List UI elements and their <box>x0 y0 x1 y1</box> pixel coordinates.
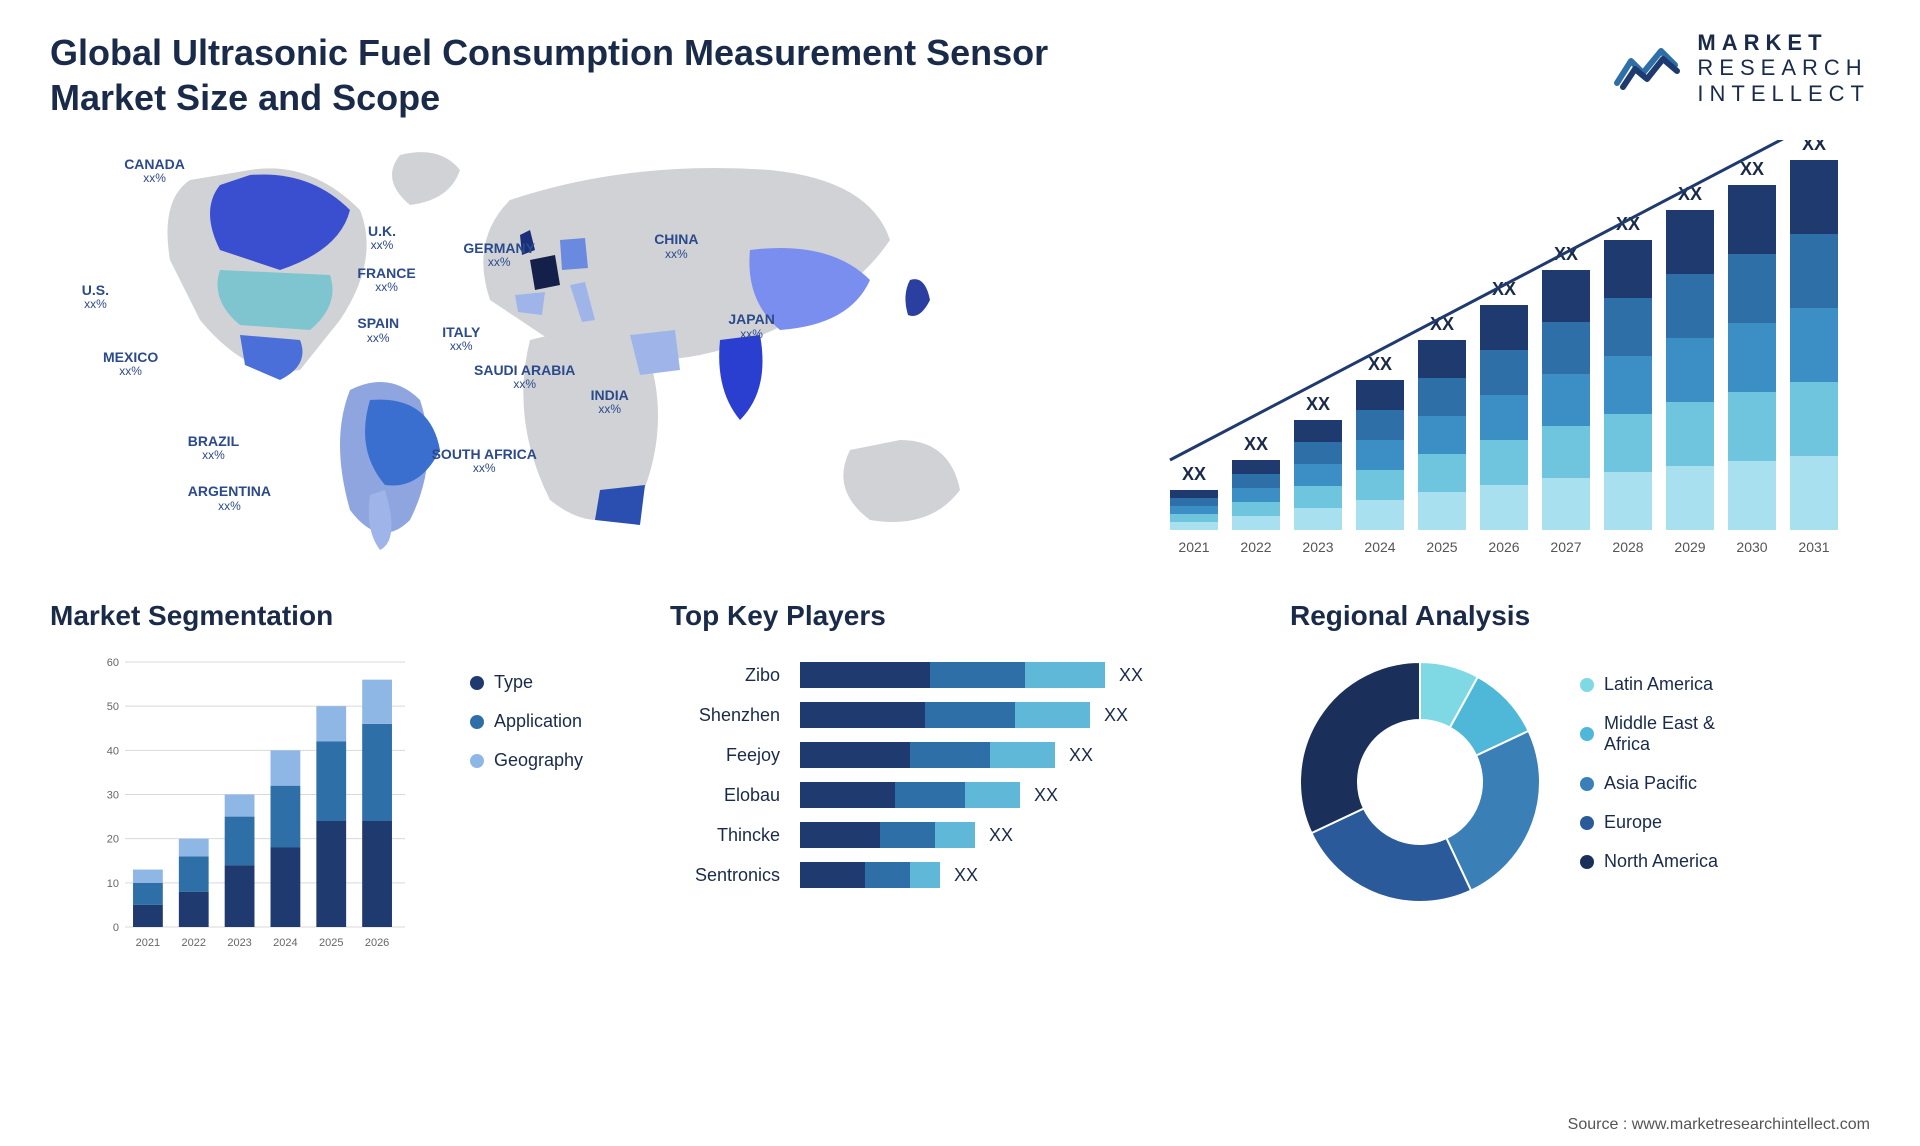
regional-title: Regional Analysis <box>1290 600 1870 632</box>
players-title: Top Key Players <box>670 600 1250 632</box>
map-label: JAPANxx% <box>728 312 774 341</box>
player-bar <box>800 662 1105 688</box>
map-label: ARGENTINAxx% <box>188 484 271 513</box>
svg-text:2028: 2028 <box>1612 539 1643 555</box>
player-row: Thincke XX <box>670 822 1250 848</box>
map-label: FRANCExx% <box>357 266 415 295</box>
svg-text:2023: 2023 <box>1302 539 1333 555</box>
map-label: ITALYxx% <box>442 325 480 354</box>
player-name: Feejoy <box>670 745 800 766</box>
legend-item: Europe <box>1580 812 1760 833</box>
legend-item: Middle East & Africa <box>1580 713 1760 755</box>
page-title: Global Ultrasonic Fuel Consumption Measu… <box>50 30 1050 120</box>
svg-text:20: 20 <box>107 834 119 846</box>
legend-item: Application <box>470 711 630 732</box>
svg-text:XX: XX <box>1368 354 1392 374</box>
logo-line3: INTELLECT <box>1697 81 1870 106</box>
player-name: Thincke <box>670 825 800 846</box>
svg-text:2021: 2021 <box>1178 539 1209 555</box>
map-label: MEXICOxx% <box>103 350 158 379</box>
svg-text:2026: 2026 <box>1488 539 1519 555</box>
player-row: Feejoy XX <box>670 742 1250 768</box>
player-bar <box>800 822 975 848</box>
map-label: INDIAxx% <box>591 388 629 417</box>
svg-text:2025: 2025 <box>319 937 343 949</box>
legend-item: North America <box>1580 851 1760 872</box>
player-bar <box>800 862 940 888</box>
legend-item: Geography <box>470 750 630 771</box>
world-map: CANADAxx% U.S.xx% MEXICOxx% BRAZILxx% ARGENT… <box>50 140 1110 560</box>
player-value: XX <box>989 825 1013 846</box>
svg-text:2025: 2025 <box>1426 539 1457 555</box>
svg-text:2026: 2026 <box>365 937 389 949</box>
logo-line1: MARKET <box>1697 30 1870 55</box>
brand-logo: MARKET RESEARCH INTELLECT <box>1613 30 1870 106</box>
map-label: GERMANYxx% <box>463 241 535 270</box>
segmentation-chart: 0 10 20 30 40 50 60 2021 2022 2023 2024 2025 2026 <box>50 652 450 952</box>
legend-item: Asia Pacific <box>1580 773 1760 794</box>
player-bar <box>800 782 1020 808</box>
svg-text:XX: XX <box>1182 464 1206 484</box>
logo-icon <box>1613 43 1683 93</box>
regional-legend: Latin America Middle East & Africa Asia Pa… <box>1580 674 1760 890</box>
svg-text:2029: 2029 <box>1674 539 1705 555</box>
segmentation-title: Market Segmentation <box>50 600 630 632</box>
map-label: SOUTH AFRICAxx% <box>432 447 537 476</box>
growth-chart: XX2021XX2022XX2023XX2024XX2025XX2026XX20… <box>1150 140 1870 560</box>
svg-text:2031: 2031 <box>1798 539 1829 555</box>
logo-line2: RESEARCH <box>1697 55 1870 80</box>
svg-text:2022: 2022 <box>182 937 206 949</box>
segmentation-section: Market Segmentation 0 10 20 30 40 50 60 2021 202… <box>50 600 630 980</box>
segmentation-legend: Type Application Geography <box>470 652 630 952</box>
player-value: XX <box>1104 705 1128 726</box>
svg-text:2021: 2021 <box>136 937 160 949</box>
svg-text:2030: 2030 <box>1736 539 1767 555</box>
map-label: CHINAxx% <box>654 232 698 261</box>
svg-text:2024: 2024 <box>273 937 297 949</box>
svg-text:XX: XX <box>1802 140 1826 154</box>
player-name: Elobau <box>670 785 800 806</box>
player-name: Sentronics <box>670 865 800 886</box>
svg-text:2027: 2027 <box>1550 539 1581 555</box>
svg-text:50: 50 <box>107 701 119 713</box>
legend-item: Latin America <box>1580 674 1760 695</box>
player-bar <box>800 742 1055 768</box>
player-row: Sentronics XX <box>670 862 1250 888</box>
players-chart: Zibo XX Shenzhen XX Feejoy XX Elobau XX Thincke X… <box>670 652 1250 888</box>
map-label: U.S.xx% <box>82 283 109 312</box>
player-bar <box>800 702 1090 728</box>
svg-text:XX: XX <box>1740 159 1764 179</box>
svg-text:30: 30 <box>107 790 119 802</box>
player-row: Zibo XX <box>670 662 1250 688</box>
map-label: SAUDI ARABIAxx% <box>474 363 575 392</box>
player-row: Elobau XX <box>670 782 1250 808</box>
player-name: Shenzhen <box>670 705 800 726</box>
player-name: Zibo <box>670 665 800 686</box>
player-row: Shenzhen XX <box>670 702 1250 728</box>
svg-text:XX: XX <box>1244 434 1268 454</box>
map-label: BRAZILxx% <box>188 434 239 463</box>
regional-section: Regional Analysis Latin America Middle Ea… <box>1290 600 1870 980</box>
player-value: XX <box>1069 745 1093 766</box>
svg-text:0: 0 <box>113 922 119 934</box>
map-label: CANADAxx% <box>124 157 185 186</box>
players-section: Top Key Players Zibo XX Shenzhen XX Feejoy XX… <box>670 600 1250 980</box>
svg-text:10: 10 <box>107 878 119 890</box>
legend-item: Type <box>470 672 630 693</box>
svg-text:2023: 2023 <box>227 937 251 949</box>
map-label: U.K.xx% <box>368 224 396 253</box>
svg-text:60: 60 <box>107 657 119 669</box>
player-value: XX <box>1034 785 1058 806</box>
source-footer: Source : www.marketresearchintellect.com <box>1568 1116 1870 1134</box>
map-label: SPAINxx% <box>357 316 399 345</box>
svg-text:2022: 2022 <box>1240 539 1271 555</box>
regional-donut <box>1290 652 1550 912</box>
player-value: XX <box>1119 665 1143 686</box>
svg-text:2024: 2024 <box>1364 539 1395 555</box>
svg-text:40: 40 <box>107 745 119 757</box>
player-value: XX <box>954 865 978 886</box>
svg-text:XX: XX <box>1306 394 1330 414</box>
